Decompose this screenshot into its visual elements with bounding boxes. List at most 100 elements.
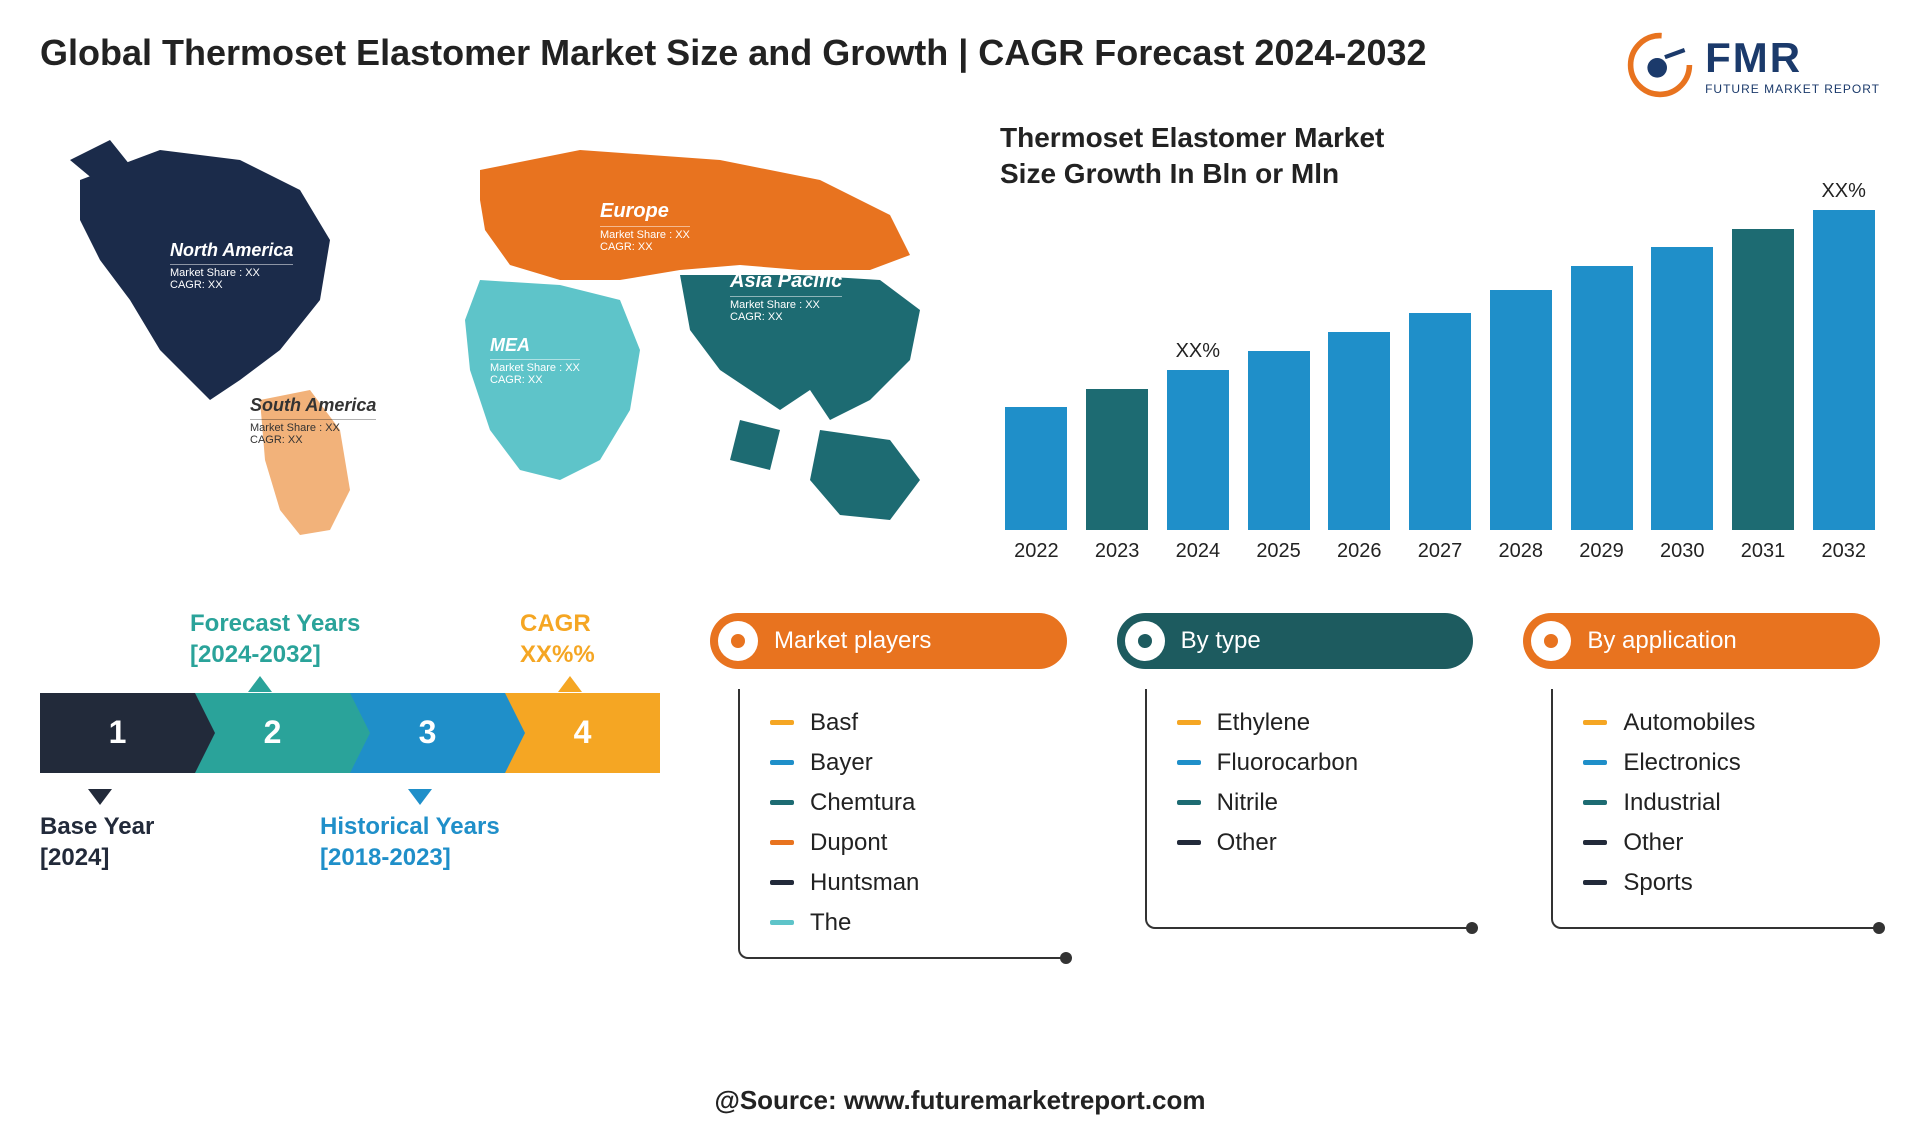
pill-dot-icon — [718, 621, 758, 661]
bar-2026: 2026 — [1323, 332, 1396, 563]
item-text: Chemtura — [810, 789, 915, 817]
item-text: Fluorocarbon — [1217, 749, 1358, 777]
item-text: Basf — [810, 709, 858, 737]
bar-2025: 2025 — [1242, 351, 1315, 563]
item-text: Nitrile — [1217, 789, 1278, 817]
bar-year-label: 2023 — [1095, 540, 1140, 563]
timeline-anno: CAGRXX%% — [520, 608, 595, 698]
item-text: Dupont — [810, 829, 887, 857]
pill-dot-icon — [1125, 621, 1165, 661]
item-dash-icon — [1177, 760, 1201, 765]
list-item: Other — [1583, 823, 1860, 863]
item-text: Electronics — [1623, 749, 1740, 777]
list-item: Electronics — [1583, 743, 1860, 783]
timeline: 1234 Base Year[2024]Forecast Years[2024-… — [40, 613, 660, 873]
region-label-sa: South America Market Share : XXCAGR: XX — [250, 395, 376, 446]
item-dash-icon — [1177, 840, 1201, 845]
timeline-anno: Historical Years[2018-2023] — [320, 783, 500, 873]
column-header-pill: By application — [1523, 613, 1880, 669]
list-item: Basf — [770, 703, 1047, 743]
item-dash-icon — [1177, 720, 1201, 725]
bar-annotation: XX% — [1176, 340, 1220, 363]
item-text: Industrial — [1623, 789, 1720, 817]
list-item: Other — [1177, 823, 1454, 863]
region-label-na: North America Market Share : XXCAGR: XX — [170, 240, 293, 291]
list-item: Nitrile — [1177, 783, 1454, 823]
item-text: Bayer — [810, 749, 873, 777]
bar-year-label: 2032 — [1821, 540, 1866, 563]
bar-2031: 2031 — [1727, 229, 1800, 563]
column-header-pill: Market players — [710, 613, 1067, 669]
timeline-seg-3: 3 — [350, 693, 505, 773]
bar-2029: 2029 — [1565, 266, 1638, 563]
timeline-seg-4: 4 — [505, 693, 660, 773]
bar-2023: 2023 — [1081, 389, 1154, 563]
bar-chart-area: Thermoset Elastomer Market Size Growth I… — [1000, 120, 1880, 563]
logo-icon — [1625, 30, 1695, 100]
bar-2032: XX%2032 — [1807, 210, 1880, 563]
item-dash-icon — [770, 880, 794, 885]
list-item: Fluorocarbon — [1177, 743, 1454, 783]
bar-2022: 2022 — [1000, 407, 1073, 562]
item-dash-icon — [770, 920, 794, 925]
column-header-pill: By type — [1117, 613, 1474, 669]
item-text: The — [810, 909, 851, 937]
world-map: North America Market Share : XXCAGR: XX S… — [40, 120, 960, 540]
item-dash-icon — [1583, 880, 1607, 885]
pill-dot-icon — [1531, 621, 1571, 661]
column-list: Basf Bayer Chemtura Dupont Huntsman The — [738, 689, 1067, 959]
timeline-seg-2: 2 — [195, 693, 350, 773]
item-text: Other — [1217, 829, 1277, 857]
bar-year-label: 2029 — [1579, 540, 1624, 563]
list-item: Huntsman — [770, 863, 1047, 903]
timeline-anno: Base Year[2024] — [40, 783, 154, 873]
item-dash-icon — [1583, 800, 1607, 805]
list-item: Sports — [1583, 863, 1860, 903]
column-header-text: By type — [1181, 627, 1261, 655]
source-text: @Source: www.futuremarketreport.com — [714, 1085, 1205, 1116]
item-dash-icon — [770, 840, 794, 845]
item-text: Sports — [1623, 869, 1692, 897]
bar-year-label: 2022 — [1014, 540, 1059, 563]
map-svg — [40, 120, 960, 540]
item-text: Other — [1623, 829, 1683, 857]
item-text: Ethylene — [1217, 709, 1310, 737]
item-dash-icon — [1583, 720, 1607, 725]
item-text: Automobiles — [1623, 709, 1755, 737]
item-dash-icon — [770, 800, 794, 805]
bar-annotation: XX% — [1821, 180, 1865, 203]
bar-year-label: 2027 — [1418, 540, 1463, 563]
bar-year-label: 2026 — [1337, 540, 1382, 563]
bar-2030: 2030 — [1646, 247, 1719, 562]
bar-year-label: 2030 — [1660, 540, 1705, 563]
column-header-text: By application — [1587, 627, 1736, 655]
list-item: Ethylene — [1177, 703, 1454, 743]
item-dash-icon — [1583, 840, 1607, 845]
bar-year-label: 2031 — [1741, 540, 1786, 563]
list-item: Automobiles — [1583, 703, 1860, 743]
bar-chart: 20222023XX%20242025202620272028202920302… — [1000, 203, 1880, 563]
logo-sub-text: FUTURE MARKET REPORT — [1705, 82, 1880, 96]
item-dash-icon — [1583, 760, 1607, 765]
chart-title: Thermoset Elastomer Market Size Growth I… — [1000, 120, 1400, 193]
list-item: The — [770, 903, 1047, 943]
timeline-anno: Forecast Years[2024-2032] — [190, 608, 360, 698]
item-text: Huntsman — [810, 869, 919, 897]
bar-2027: 2027 — [1404, 313, 1477, 562]
logo-main-text: FMR — [1705, 34, 1880, 82]
timeline-seg-1: 1 — [40, 693, 195, 773]
list-item: Chemtura — [770, 783, 1047, 823]
item-dash-icon — [770, 720, 794, 725]
bar-year-label: 2024 — [1176, 540, 1221, 563]
list-item: Dupont — [770, 823, 1047, 863]
top-row: North America Market Share : XXCAGR: XX S… — [40, 120, 1880, 563]
bar-year-label: 2028 — [1499, 540, 1544, 563]
logo: FMR FUTURE MARKET REPORT — [1625, 30, 1880, 100]
column-list: Ethylene Fluorocarbon Nitrile Other — [1145, 689, 1474, 929]
bar-2024: XX%2024 — [1161, 370, 1234, 563]
list-item: Bayer — [770, 743, 1047, 783]
bar-2028: 2028 — [1484, 290, 1557, 563]
map-region-eu — [480, 150, 910, 280]
bar-year-label: 2025 — [1256, 540, 1301, 563]
region-label-mea: MEA Market Share : XXCAGR: XX — [490, 335, 580, 386]
